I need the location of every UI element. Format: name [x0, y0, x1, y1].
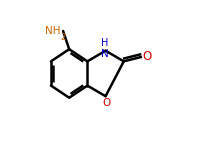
Text: O: O: [143, 50, 152, 63]
Text: N: N: [101, 49, 109, 59]
Text: 2: 2: [60, 33, 65, 42]
Text: O: O: [102, 99, 110, 108]
Text: H: H: [101, 38, 108, 49]
Text: NH: NH: [45, 26, 60, 36]
